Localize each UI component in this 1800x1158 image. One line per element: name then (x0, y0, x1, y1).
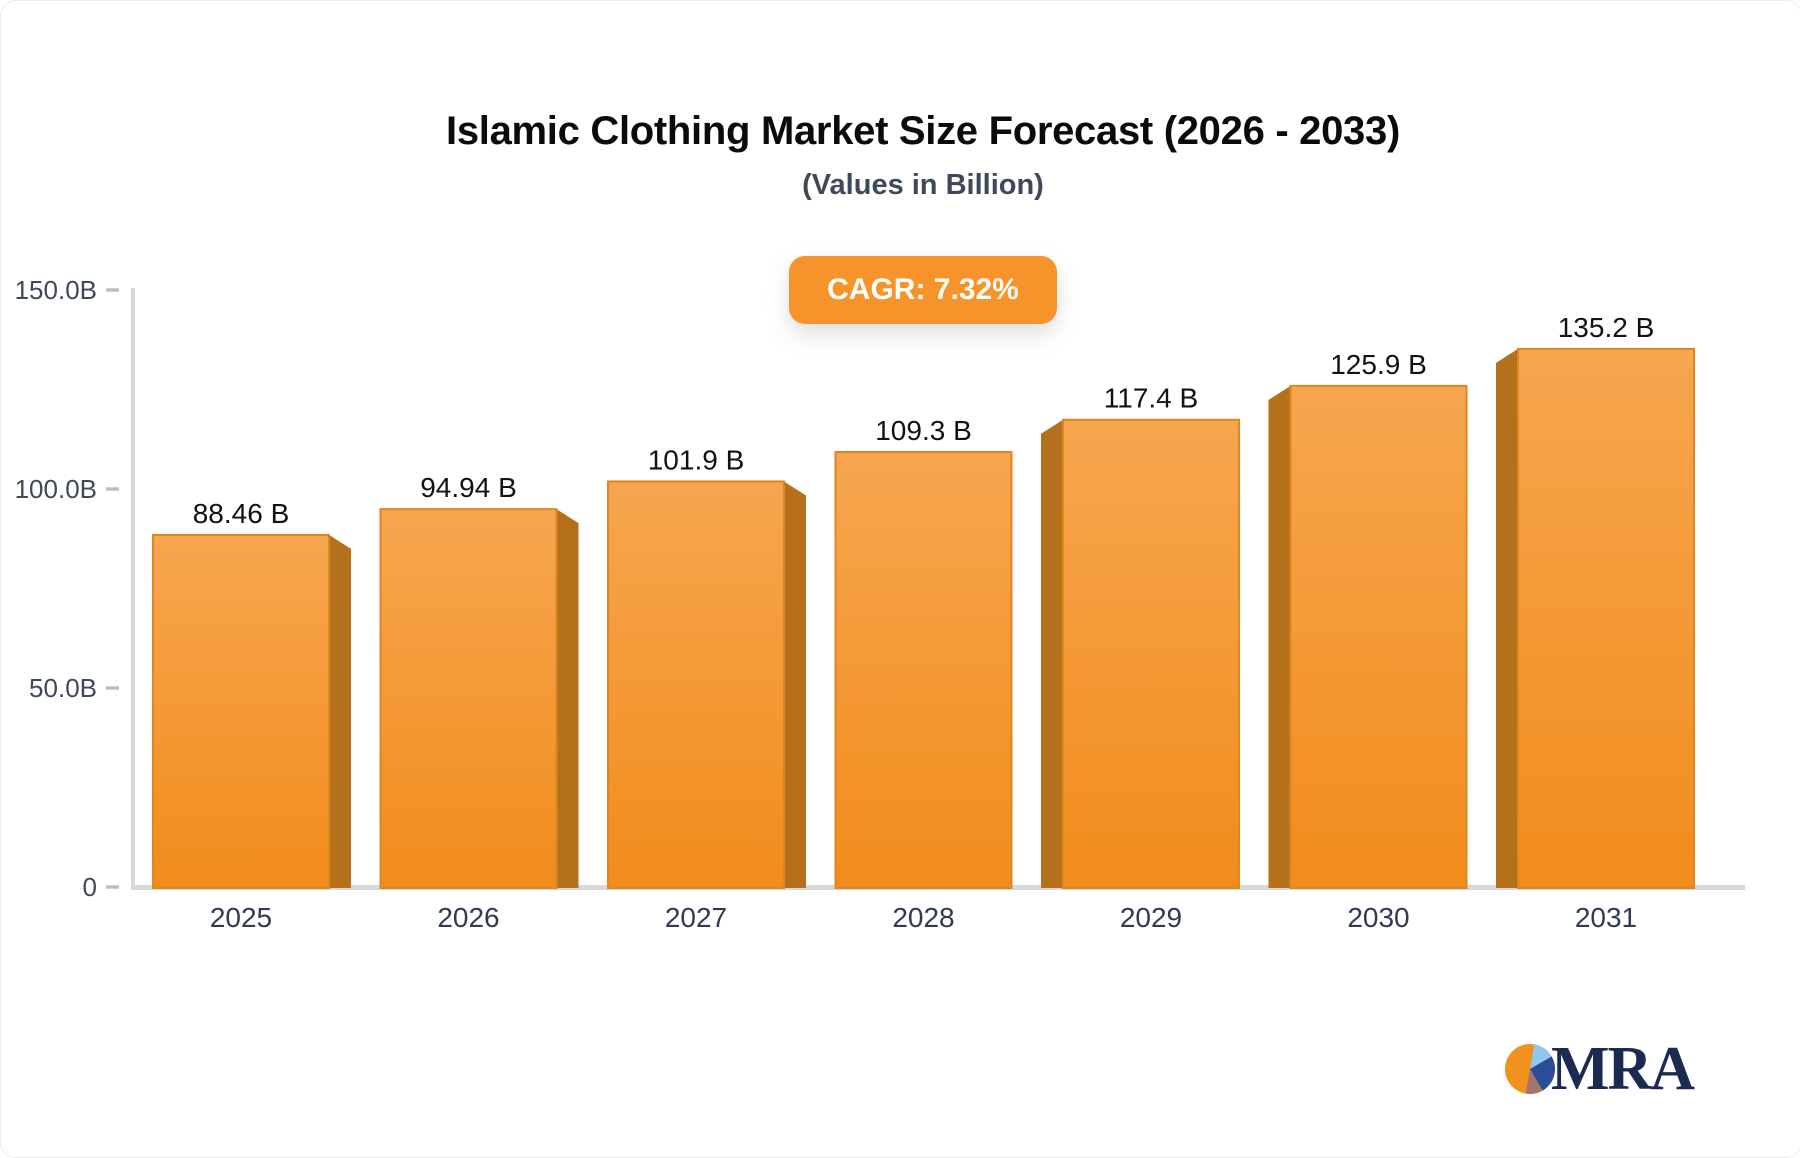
mra-logo-pie-icon (1505, 1044, 1555, 1094)
y-axis-tick (106, 487, 119, 491)
bar-2030: 125.9 B (1268, 349, 1468, 889)
bar-2028: 109.3 B (834, 415, 1013, 889)
logo-pie-brown-slice (1525, 1069, 1543, 1094)
chart-title: Islamic Clothing Market Size Forecast (2… (446, 109, 1400, 153)
y-axis-line (131, 288, 135, 890)
bar-face (1062, 418, 1240, 889)
y-axis-tick (106, 686, 119, 690)
logo-pie-navy-slice (1530, 1056, 1555, 1091)
x-axis-category-label: 2030 (1347, 902, 1409, 933)
bar-side-face (1496, 348, 1518, 888)
chart-subtitle: (Values in Billion) (802, 169, 1044, 201)
mra-logo-text: MRA (1551, 1035, 1695, 1103)
bar-face (379, 508, 558, 889)
bar-value-label: 135.2 B (1558, 312, 1655, 343)
bar-side-face (556, 509, 579, 888)
x-axis-category-label: 2029 (1120, 902, 1182, 933)
bar-face (1289, 384, 1468, 889)
y-axis-tick-label: 150.0B (15, 275, 97, 305)
bar-side-face (329, 534, 351, 888)
bar-side-face (1041, 419, 1063, 888)
bar-value-label: 88.46 B (193, 498, 290, 529)
y-axis-tick-label: 0 (83, 872, 97, 902)
bar-2029: 117.4 B (1041, 383, 1240, 889)
bar-face (834, 450, 1013, 889)
x-axis-category-label: 2031 (1575, 902, 1637, 933)
bar-value-label: 117.4 B (1104, 383, 1198, 414)
bar-value-label: 125.9 B (1330, 349, 1427, 380)
y-axis-tick (106, 288, 119, 292)
bar-value-label: 109.3 B (875, 415, 972, 446)
bar-value-label: 94.94 B (420, 472, 517, 503)
bar-side-face (1268, 385, 1291, 888)
y-axis-tick (106, 885, 119, 889)
logo-pie-lightblue-slice (1530, 1044, 1552, 1069)
y-axis-tick-label: 50.0B (29, 673, 97, 703)
bar-2031: 135.2 B (1496, 312, 1695, 889)
x-axis-category-label: 2026 (437, 902, 499, 933)
bar-face (152, 533, 330, 889)
bar-value-label: 101.9 B (648, 444, 745, 475)
bar-face (1517, 347, 1695, 889)
x-axis-category-label: 2028 (892, 902, 954, 933)
bar-side-face (784, 481, 806, 888)
bar-2026: 94.94 B (379, 472, 579, 889)
x-axis-category-label: 2025 (210, 902, 272, 933)
cagr-badge: CAGR: 7.32% (789, 256, 1057, 324)
y-axis-tick-label: 100.0B (15, 474, 97, 504)
bar-2027: 101.9 B (607, 444, 806, 889)
x-axis-category-label: 2027 (665, 902, 727, 933)
bar-2025: 88.46 B (152, 498, 351, 889)
bar-face (607, 480, 785, 889)
mra-logo: MRA (1503, 1035, 1695, 1103)
